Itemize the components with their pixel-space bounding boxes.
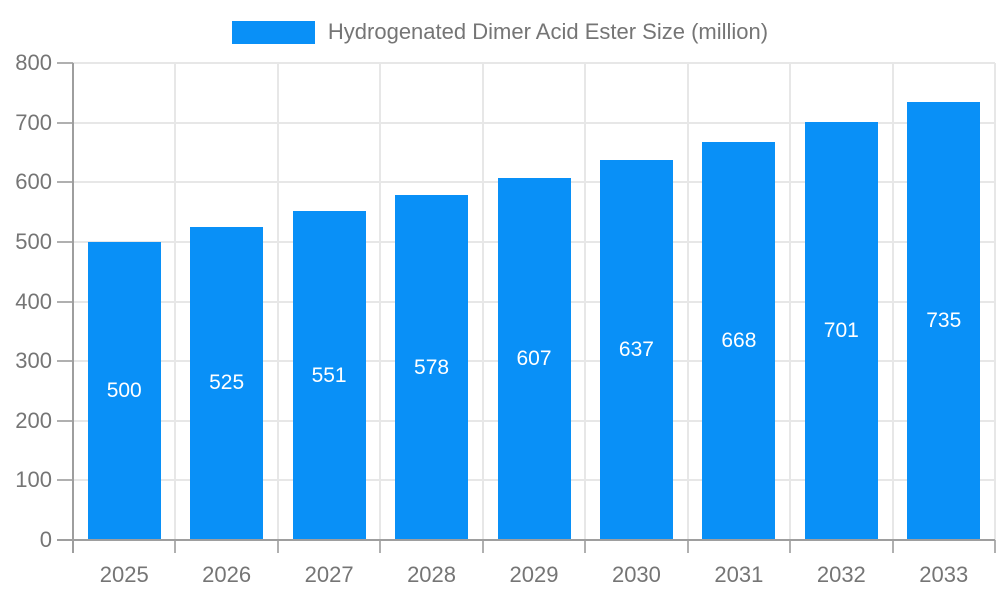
bar-value-label: 500 bbox=[106, 378, 142, 402]
x-axis-tick bbox=[891, 540, 894, 553]
y-gridline bbox=[73, 62, 995, 64]
x-axis-category-label: 2029 bbox=[509, 562, 559, 587]
y-axis-tick bbox=[57, 360, 73, 363]
bar-value-label: 668 bbox=[721, 328, 757, 352]
bar-2030[interactable] bbox=[599, 160, 673, 540]
x-gridline bbox=[481, 63, 484, 540]
x-axis-tick bbox=[789, 540, 792, 553]
y-axis-tick bbox=[57, 240, 73, 243]
bar-2025[interactable] bbox=[87, 241, 161, 540]
x-gridline bbox=[994, 63, 996, 540]
y-axis-tick bbox=[57, 479, 73, 482]
bar-value-label: 578 bbox=[414, 355, 450, 379]
x-axis-tick bbox=[276, 540, 279, 553]
bar-value-label: 551 bbox=[311, 363, 347, 387]
bar-value-label: 607 bbox=[516, 347, 552, 371]
bar-2033[interactable] bbox=[907, 101, 981, 540]
x-axis-tick bbox=[379, 540, 382, 553]
x-axis-category-label: 2028 bbox=[407, 562, 457, 587]
x-gridline bbox=[686, 63, 689, 540]
x-axis-category-label: 2025 bbox=[99, 562, 149, 587]
bar-2027[interactable] bbox=[292, 211, 366, 540]
x-gridline bbox=[584, 63, 587, 540]
x-gridline bbox=[276, 63, 279, 540]
bar-2031[interactable] bbox=[702, 141, 776, 540]
x-axis-line bbox=[57, 539, 995, 541]
x-axis-tick bbox=[584, 540, 587, 553]
y-axis-tick-label: 700 bbox=[15, 109, 52, 135]
y-axis-tick bbox=[57, 62, 73, 64]
bar-2026[interactable] bbox=[190, 226, 264, 540]
y-gridline bbox=[73, 121, 995, 124]
x-axis-category-label: 2030 bbox=[611, 562, 661, 587]
y-axis-tick bbox=[57, 181, 73, 184]
y-axis-tick-label: 100 bbox=[15, 467, 52, 493]
x-gridline bbox=[174, 63, 177, 540]
y-axis-tick bbox=[57, 419, 73, 422]
legend: Hydrogenated Dimer Acid Ester Size (mill… bbox=[0, 19, 1000, 45]
y-axis-tick-label: 500 bbox=[15, 228, 52, 254]
y-axis-tick-label: 0 bbox=[39, 527, 52, 552]
x-gridline bbox=[379, 63, 382, 540]
x-gridline bbox=[891, 63, 894, 540]
y-axis-tick-label: 200 bbox=[15, 407, 52, 433]
x-axis-category-label: 2031 bbox=[714, 562, 764, 587]
bar-2029[interactable] bbox=[497, 178, 571, 540]
bar-value-label: 525 bbox=[209, 371, 245, 395]
x-axis-category-label: 2032 bbox=[816, 562, 866, 587]
y-axis-tick bbox=[57, 300, 73, 303]
x-axis-category-label: 2027 bbox=[304, 562, 354, 587]
x-axis-tick bbox=[481, 540, 484, 553]
x-axis-category-label: 2026 bbox=[202, 562, 252, 587]
legend-item[interactable]: Hydrogenated Dimer Acid Ester Size (mill… bbox=[231, 19, 769, 45]
bar-2028[interactable] bbox=[395, 195, 469, 540]
y-axis-line bbox=[72, 63, 74, 553]
y-axis-tick-label: 800 bbox=[15, 50, 52, 75]
x-axis-tick bbox=[686, 540, 689, 553]
bar-value-label: 701 bbox=[823, 319, 859, 342]
x-gridline bbox=[789, 63, 792, 540]
bar-2032[interactable] bbox=[804, 122, 878, 540]
bar-value-label: 735 bbox=[926, 308, 962, 332]
legend-swatch-icon bbox=[231, 20, 315, 44]
y-axis-tick bbox=[57, 121, 73, 124]
legend-label: Hydrogenated Dimer Acid Ester Size (mill… bbox=[327, 19, 769, 44]
y-axis-tick-label: 400 bbox=[15, 288, 52, 314]
x-axis-tick bbox=[994, 540, 996, 553]
y-axis-tick-label: 600 bbox=[15, 169, 52, 195]
bar-value-label: 637 bbox=[618, 338, 654, 362]
x-axis-category-label: 2033 bbox=[919, 562, 969, 587]
y-axis-tick-label: 300 bbox=[15, 348, 52, 374]
x-axis-tick bbox=[174, 540, 177, 553]
